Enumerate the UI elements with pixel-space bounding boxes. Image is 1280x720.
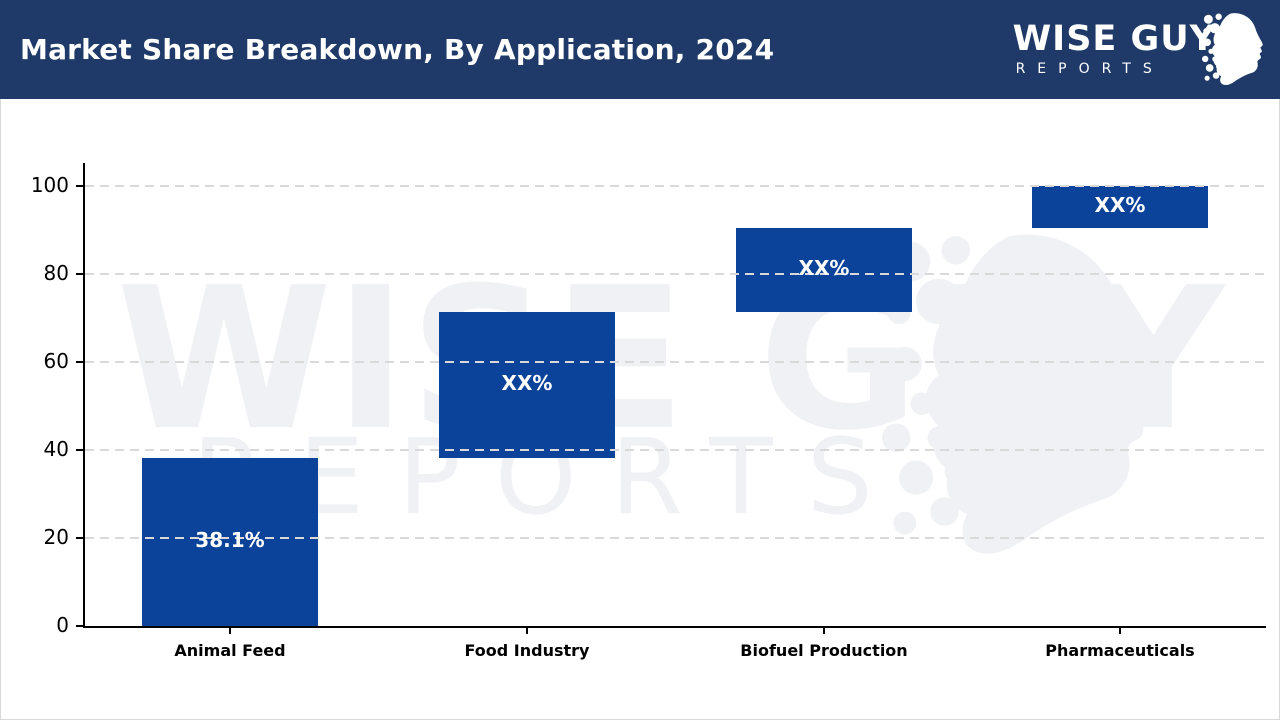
y-tick-mark <box>76 625 84 627</box>
y-tick-label: 40 <box>43 437 69 461</box>
x-tick-mark <box>1119 628 1121 634</box>
x-tick-mark <box>823 628 825 634</box>
y-tick-label: 80 <box>43 261 69 285</box>
x-category-label: Pharmaceuticals <box>1045 641 1195 660</box>
header-bar: Market Share Breakdown, By Application, … <box>0 0 1280 99</box>
y-tick-mark <box>76 537 84 539</box>
y-tick-label: 0 <box>56 613 69 637</box>
x-category-label: Biofuel Production <box>740 641 908 660</box>
x-category-label: Food Industry <box>464 641 590 660</box>
y-tick-mark <box>76 449 84 451</box>
y-tick-label: 100 <box>30 173 69 197</box>
bar-animal-feed <box>142 458 318 626</box>
y-axis-line <box>83 163 85 628</box>
x-category-label: Animal Feed <box>174 641 286 660</box>
x-axis-line <box>83 626 1266 628</box>
y-gridline <box>85 449 1266 451</box>
bar-food-industry <box>439 311 615 459</box>
y-tick-label: 20 <box>43 525 69 549</box>
bar-biofuel-production <box>736 227 912 312</box>
page-title: Market Share Breakdown, By Application, … <box>20 33 775 66</box>
y-gridline <box>85 273 1266 275</box>
bar-pharmaceuticals <box>1032 186 1208 228</box>
bar-value-label: XX% <box>1094 192 1146 217</box>
bar-value-label: XX% <box>798 255 850 280</box>
bar-value-label: XX% <box>501 371 553 396</box>
y-tick-mark <box>76 361 84 363</box>
y-tick-mark <box>76 273 84 275</box>
y-gridline <box>85 361 1266 363</box>
bar-value-label: 38.1% <box>195 528 265 553</box>
logo-wordmark: WISE GUY <box>1012 19 1216 59</box>
logo-subtitle: REPORTS <box>1015 61 1164 77</box>
wise-guy-reports-logo: WISE GUY REPORTS <box>1013 10 1266 90</box>
logo-text: WISE GUY REPORTS <box>1012 19 1216 78</box>
x-tick-mark <box>526 628 528 634</box>
y-gridline <box>85 185 1266 187</box>
y-tick-mark <box>76 185 84 187</box>
x-tick-mark <box>229 628 231 634</box>
y-gridline <box>85 537 1266 539</box>
y-tick-label: 60 <box>43 349 69 373</box>
